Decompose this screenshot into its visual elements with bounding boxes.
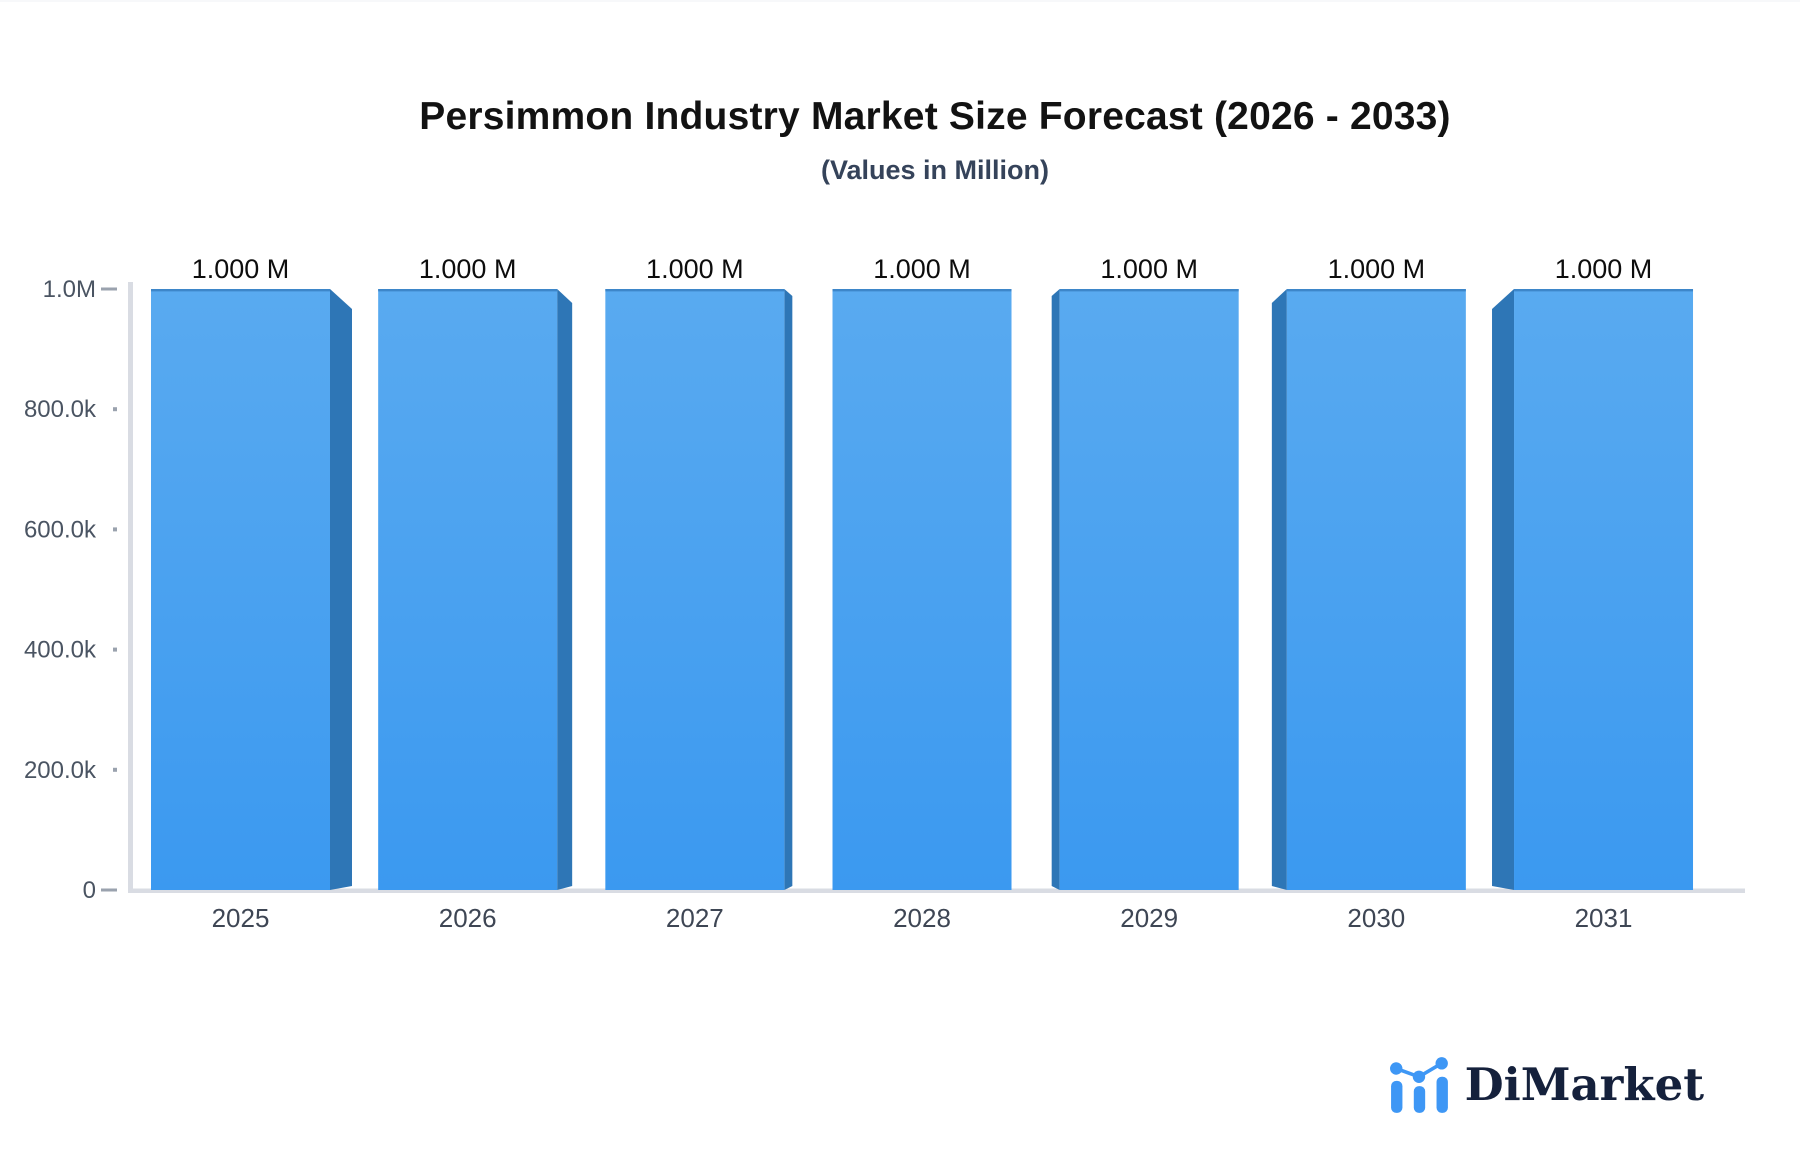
x-axis-label: 2026 [439,903,497,933]
bar-line-chart-icon [1389,1057,1448,1113]
bar-value-label: 1.000 M [192,254,290,284]
x-axis-label: 2031 [1575,903,1633,933]
y-axis-tick [101,287,117,291]
page-subtitle: (Values in Million) [820,154,1050,185]
x-axis-label: 2030 [1347,903,1405,933]
bar-value-label: 1.000 M [1100,254,1198,284]
bar-value-label: 1.000 M [1555,254,1653,284]
x-axis-label: 2027 [666,903,724,933]
bar-side-face [330,289,352,890]
page-title: Persimmon Industry Market Size Forecast … [419,95,1451,138]
bar[interactable] [378,289,558,890]
y-axis-tick [101,888,117,892]
y-axis-label: 600.0k [24,516,97,543]
bar[interactable] [1286,289,1466,890]
bar-side-face [557,289,573,890]
y-axis-tick [113,767,117,772]
y-axis-label: 1.0M [43,276,96,303]
y-axis-label: 400.0k [24,637,97,664]
y-axis-line [128,282,133,893]
brand-name: DiMarket [1464,1057,1704,1111]
bar[interactable] [1059,289,1239,890]
bar-side-face [1271,289,1287,890]
y-axis-tick [113,647,117,652]
y-axis-label: 0 [83,877,96,904]
bar[interactable] [605,289,785,890]
bar[interactable] [832,289,1012,890]
bar-value-label: 1.000 M [419,254,517,284]
bar[interactable] [151,289,330,890]
chart-header: Persimmon Industry Market Size Forecast … [0,94,1800,186]
bar-value-label: 1.000 M [873,254,971,284]
bar[interactable] [1514,289,1694,890]
bar-value-label: 1.000 M [646,254,744,284]
y-axis-tick [113,527,117,532]
bar-side-face [784,289,793,890]
bar-side-face [1051,289,1060,890]
bar-value-label: 1.000 M [1328,254,1426,284]
y-axis-label: 800.0k [24,396,97,423]
y-axis-tick [113,407,117,412]
brand-logo: DiMarket [1389,1054,1704,1114]
x-axis-label: 2028 [893,903,951,933]
bar-side-face [1492,289,1515,890]
x-axis-label: 2029 [1120,903,1178,933]
y-axis-label: 200.0k [24,757,97,784]
x-axis-line [128,888,1745,893]
x-axis-label: 2025 [212,903,270,933]
